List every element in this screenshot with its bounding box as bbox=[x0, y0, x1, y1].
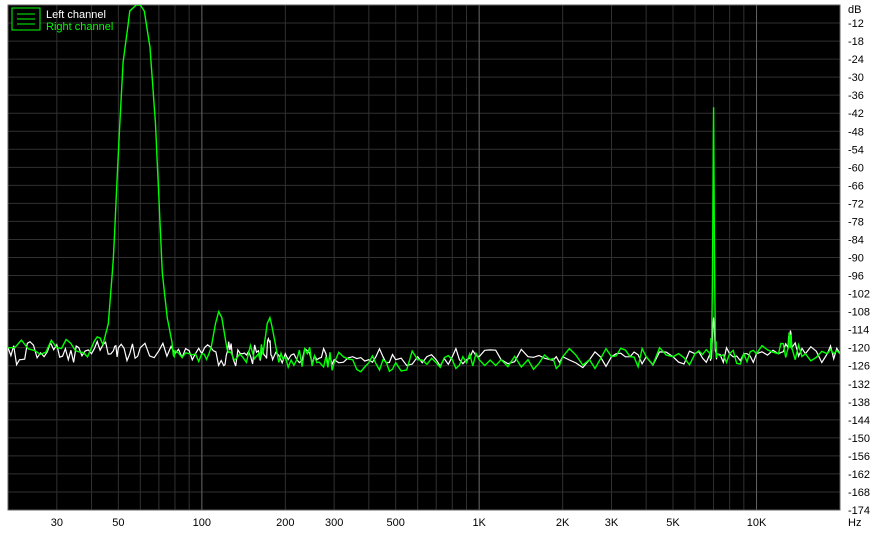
y-tick-label: -138 bbox=[848, 397, 870, 409]
y-tick-label: -144 bbox=[848, 415, 870, 427]
x-tick-label: 200 bbox=[276, 517, 294, 529]
y-tick-label: -78 bbox=[848, 216, 864, 228]
x-tick-label: 300 bbox=[325, 517, 343, 529]
y-tick-label: -12 bbox=[848, 18, 864, 30]
y-tick-label: -60 bbox=[848, 162, 864, 174]
x-tick-label: 100 bbox=[193, 517, 211, 529]
y-tick-label: -120 bbox=[848, 343, 870, 355]
y-tick-label: -96 bbox=[848, 271, 864, 283]
legend-item-label: Right channel bbox=[46, 21, 113, 33]
x-tick-label: 5K bbox=[666, 517, 680, 529]
x-tick-label: 1K bbox=[472, 517, 486, 529]
y-tick-label: -72 bbox=[848, 198, 864, 210]
x-tick-label: 50 bbox=[112, 517, 124, 529]
y-tick-label: -36 bbox=[848, 90, 864, 102]
x-tick-label: 3K bbox=[605, 517, 619, 529]
y-tick-label: -114 bbox=[848, 325, 869, 337]
y-tick-label: -168 bbox=[848, 487, 870, 499]
y-tick-label: -174 bbox=[848, 505, 870, 517]
y-tick-label: -132 bbox=[848, 379, 870, 391]
x-tick-label: 2K bbox=[556, 517, 570, 529]
x-tick-label: 30 bbox=[51, 517, 63, 529]
y-tick-label: -18 bbox=[848, 36, 864, 48]
y-tick-label: -102 bbox=[848, 289, 870, 301]
x-tick-label: 10K bbox=[747, 517, 767, 529]
chart-svg: -12 -18 -24 -30 -36 -42 -48 -54 -60 -66 -72 -78 -84 -… bbox=[0, 0, 877, 538]
y-tick-label: -66 bbox=[848, 180, 864, 192]
y-tick-label: -90 bbox=[848, 253, 864, 265]
y-tick-label: -54 bbox=[848, 144, 864, 156]
y-tick-label: -126 bbox=[848, 361, 870, 373]
spectrum-chart: -12 -18 -24 -30 -36 -42 -48 -54 -60 -66 -72 -78 -84 -… bbox=[0, 0, 877, 538]
y-tick-label: -162 bbox=[848, 469, 870, 481]
y-tick-label: -48 bbox=[848, 126, 864, 138]
y-tick-label: -42 bbox=[848, 108, 864, 120]
y-axis-unit: dB bbox=[848, 4, 861, 16]
y-tick-label: -30 bbox=[848, 72, 864, 84]
x-axis-unit: Hz bbox=[848, 517, 861, 529]
y-tick-label: -84 bbox=[848, 234, 864, 246]
y-tick-label: -156 bbox=[848, 451, 870, 463]
y-tick-label: -24 bbox=[848, 54, 864, 66]
y-tick-label: -108 bbox=[848, 307, 870, 319]
x-tick-label: 500 bbox=[387, 517, 405, 529]
legend-item-label: Left channel bbox=[46, 9, 106, 21]
y-tick-label: -150 bbox=[848, 433, 870, 445]
